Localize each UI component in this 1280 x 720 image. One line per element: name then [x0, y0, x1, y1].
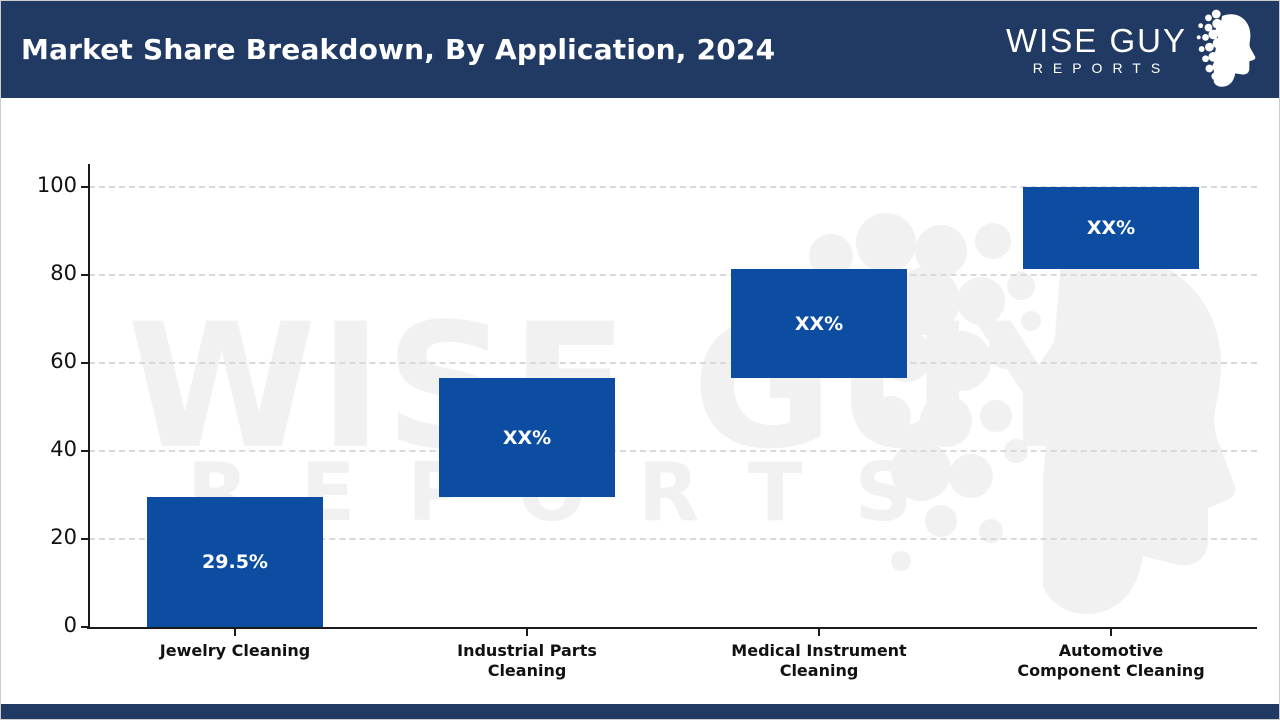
bar-medical-instrument-cleaning: XX% — [731, 269, 907, 378]
category-label-2: Medical Instrument Cleaning — [731, 641, 907, 680]
footer-bar — [1, 704, 1279, 719]
y-tick-label-100: 100 — [36, 173, 77, 197]
y-axis-line — [88, 164, 90, 629]
header: Market Share Breakdown, By Application, … — [1, 1, 1279, 98]
y-tick-label-0: 0 — [63, 613, 77, 637]
category-label-0: Jewelry Cleaning — [159, 641, 311, 660]
y-tick-mark-80 — [81, 274, 89, 276]
logo-subtitle: REPORTS — [1032, 60, 1171, 76]
x-tick-mark-2 — [818, 629, 820, 636]
gridline-40 — [89, 450, 1257, 452]
logo-wordmark: WISE GUY — [1005, 22, 1187, 59]
y-tick-mark-0 — [81, 626, 89, 628]
y-tick-label-20: 20 — [50, 525, 77, 549]
bar-value-label: XX% — [1086, 217, 1136, 240]
y-tick-label-80: 80 — [50, 261, 77, 285]
x-tick-mark-0 — [234, 629, 236, 636]
logo-face-icon — [1196, 9, 1256, 87]
y-tick-mark-40 — [81, 450, 89, 452]
y-tick-label-60: 60 — [50, 349, 77, 373]
bar-automotive-component-cleaning: XX% — [1023, 187, 1199, 270]
y-tick-mark-20 — [81, 538, 89, 540]
gridline-60 — [89, 362, 1257, 364]
gridline-80 — [89, 274, 1257, 276]
category-label-3: Automotive Component Cleaning — [1017, 641, 1205, 680]
chart-area: WISE GUY REPORTS 02040608010029.5%Jewelr… — [1, 98, 1279, 704]
y-tick-mark-100 — [81, 186, 89, 188]
x-tick-mark-1 — [526, 629, 528, 636]
y-tick-label-40: 40 — [50, 437, 77, 461]
bar-value-label: XX% — [794, 312, 844, 335]
y-tick-mark-60 — [81, 362, 89, 364]
bar-industrial-parts-cleaning: XX% — [439, 377, 615, 498]
bar-value-label: 29.5% — [202, 551, 268, 574]
logo-text: WISE GUY REPORTS — [1006, 24, 1187, 75]
page-title: Market Share Breakdown, By Application, … — [21, 33, 776, 66]
gridline-20 — [89, 538, 1257, 540]
x-axis-line — [87, 627, 1257, 629]
wiseguy-logo: WISE GUY REPORTS — [1006, 8, 1261, 92]
gridline-100 — [89, 186, 1257, 188]
category-label-1: Industrial Parts Cleaning — [457, 641, 597, 680]
x-tick-mark-3 — [1110, 629, 1112, 636]
bar-value-label: XX% — [502, 426, 552, 449]
bar-jewelry-cleaning: 29.5% — [147, 497, 323, 627]
watermark-face-icon — [809, 213, 1236, 615]
plot: 0 20 40 60 80 100 29.5% Jewelry Cleaning XX% Indu… — [1, 98, 1279, 704]
